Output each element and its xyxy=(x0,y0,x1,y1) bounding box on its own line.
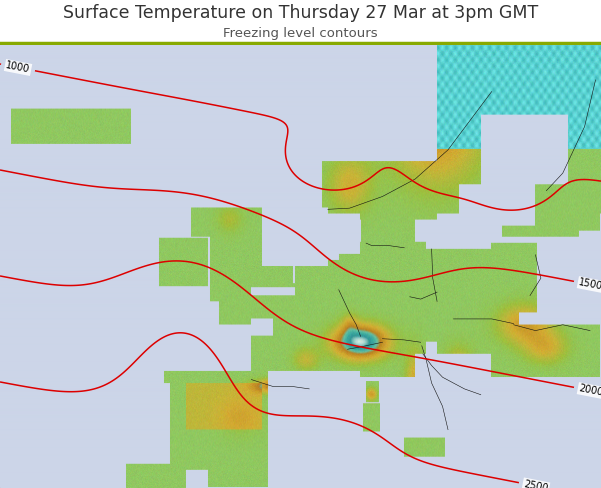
Text: Freezing level contours: Freezing level contours xyxy=(223,27,378,40)
Text: Surface Temperature on Thursday 27 Mar at 3pm GMT: Surface Temperature on Thursday 27 Mar a… xyxy=(63,4,538,22)
Text: 2000: 2000 xyxy=(578,384,601,398)
Text: 1500: 1500 xyxy=(578,277,601,292)
Text: 1000: 1000 xyxy=(5,60,31,75)
Text: 2500: 2500 xyxy=(523,479,549,488)
